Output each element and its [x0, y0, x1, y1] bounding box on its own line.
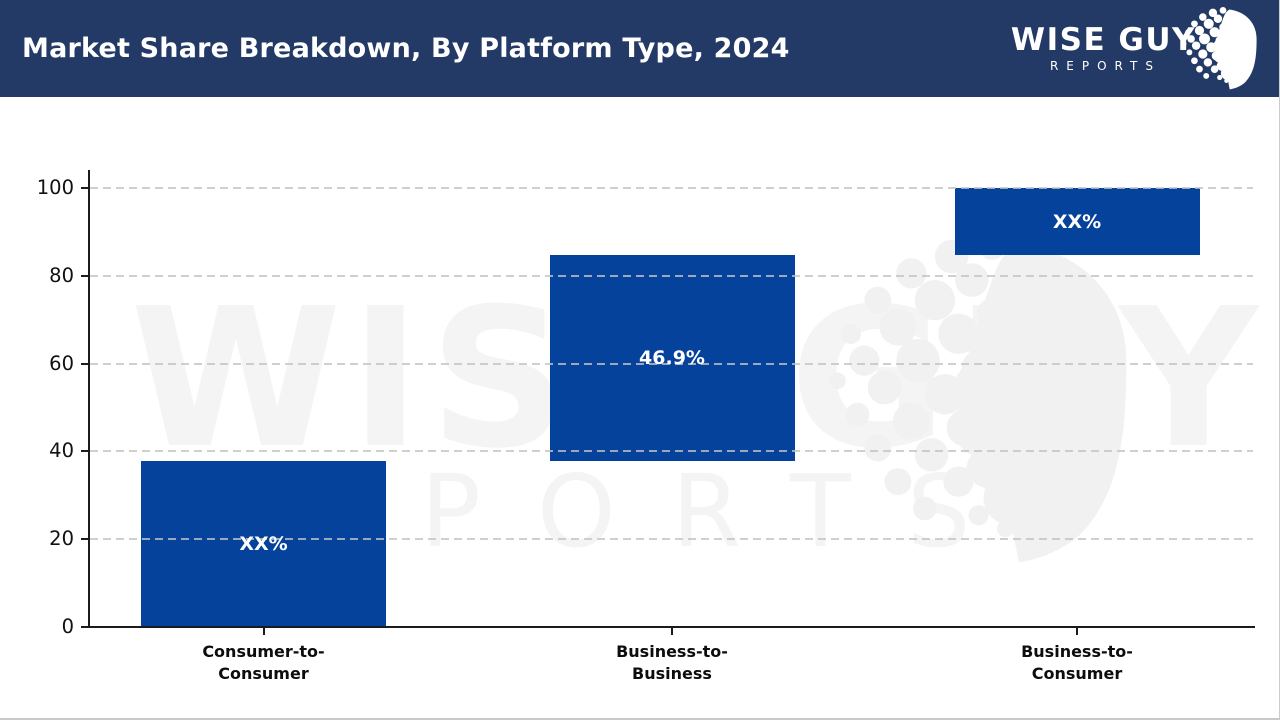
y-tick [81, 187, 89, 189]
gridline [90, 450, 1253, 452]
y-tick [81, 275, 89, 277]
x-axis-category-label: Business-to- Business [542, 641, 802, 684]
logo-wordmark: WISE GUY [1010, 22, 1196, 58]
y-tick-label: 100 [36, 176, 74, 199]
x-axis-category-label-line: Business-to- [1021, 642, 1133, 661]
x-axis-category-label-line: Consumer-to- [202, 642, 325, 661]
bar-value-label: XX% [239, 533, 288, 555]
x-axis-category-label-line: Business [632, 663, 712, 683]
y-tick [81, 450, 89, 452]
bar [550, 255, 795, 461]
x-tick [1076, 628, 1078, 635]
x-axis-category-label-line: Consumer [218, 663, 309, 683]
x-axis-category-label: Business-to- Consumer [947, 641, 1207, 684]
bar-value-label: XX% [1052, 211, 1102, 233]
y-tick [81, 626, 89, 628]
bar [141, 461, 386, 627]
x-axis-category-label-line: Consumer [1031, 663, 1123, 683]
y-tick-label: 0 [61, 615, 74, 638]
watermark-face-icon [829, 233, 1127, 563]
y-tick-label: 40 [49, 439, 74, 462]
y-tick-label: 80 [49, 264, 74, 287]
y-tick-label: 60 [49, 352, 74, 375]
wiseguy-logo: WISE GUY REPORTS [1010, 6, 1266, 91]
x-axis-category-label-line: Business-to- [616, 642, 728, 661]
x-tick [263, 628, 265, 635]
gridline [90, 363, 1253, 365]
y-tick-label: 20 [49, 527, 74, 550]
x-axis-line [82, 626, 1255, 628]
x-tick [671, 628, 673, 635]
header-bar: Market Share Breakdown, By Platform Type… [0, 0, 1279, 97]
logo-subtext: REPORTS [1049, 59, 1161, 73]
page-title: Market Share Breakdown, By Platform Type… [22, 33, 790, 64]
gridline [90, 538, 1253, 540]
y-tick [81, 538, 89, 540]
x-axis-category-label: Consumer-to- Consumer [134, 641, 394, 684]
y-axis-line [88, 170, 90, 628]
y-tick [81, 363, 89, 365]
gridline [90, 187, 1253, 189]
gridline [90, 275, 1253, 277]
bar-value-label: 46.9% [639, 347, 705, 369]
